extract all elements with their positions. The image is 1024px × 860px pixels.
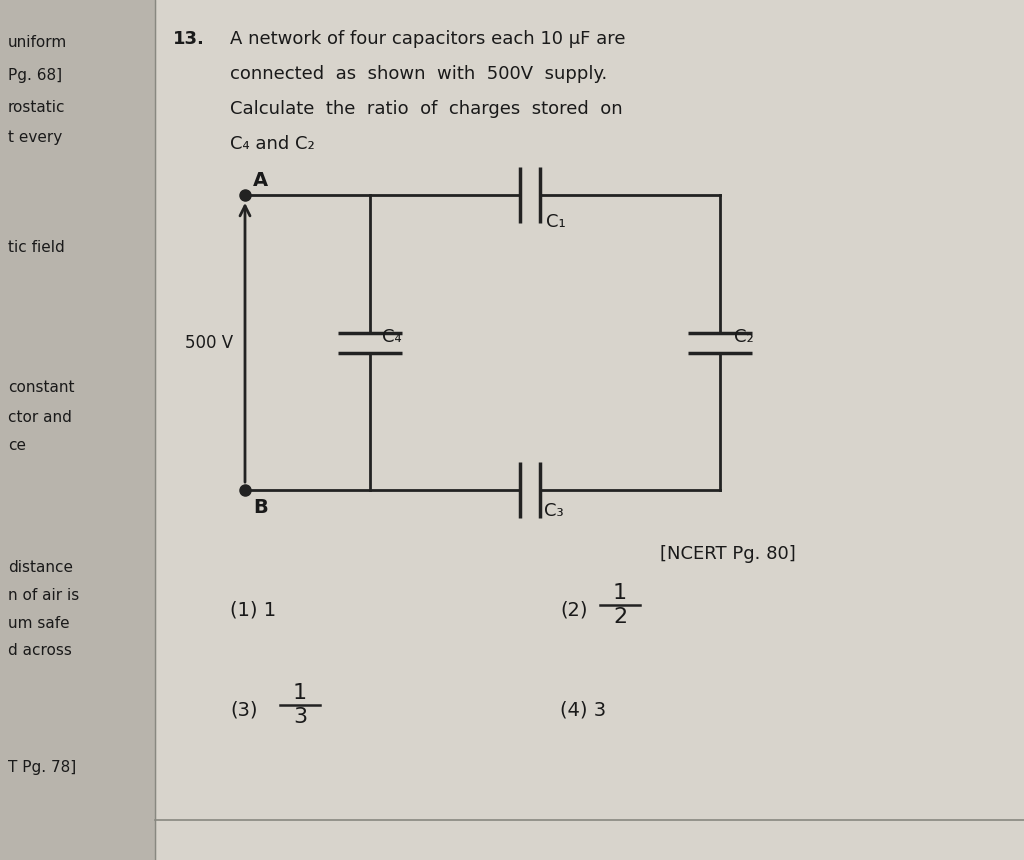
Text: C₃: C₃ bbox=[544, 502, 563, 520]
Text: 13.: 13. bbox=[173, 30, 205, 48]
Text: 500 V: 500 V bbox=[185, 334, 233, 352]
Text: (3): (3) bbox=[230, 700, 257, 719]
Text: t every: t every bbox=[8, 130, 62, 145]
Text: ce: ce bbox=[8, 438, 26, 453]
Text: A: A bbox=[253, 171, 268, 190]
Text: C₄ and C₂: C₄ and C₂ bbox=[230, 135, 314, 153]
Text: rostatic: rostatic bbox=[8, 100, 66, 115]
Text: constant: constant bbox=[8, 380, 75, 395]
Text: 1: 1 bbox=[293, 683, 307, 703]
Text: Pg. 68]: Pg. 68] bbox=[8, 68, 62, 83]
Text: Calculate  the  ratio  of  charges  stored  on: Calculate the ratio of charges stored on bbox=[230, 100, 623, 118]
Text: 1: 1 bbox=[613, 583, 627, 603]
Text: [NCERT Pg. 80]: [NCERT Pg. 80] bbox=[660, 545, 796, 563]
Text: 3: 3 bbox=[293, 707, 307, 727]
Text: connected  as  shown  with  500V  supply.: connected as shown with 500V supply. bbox=[230, 65, 607, 83]
Text: T Pg. 78]: T Pg. 78] bbox=[8, 760, 76, 775]
Text: C₂: C₂ bbox=[734, 329, 754, 347]
Text: B: B bbox=[253, 498, 267, 517]
Text: tic field: tic field bbox=[8, 240, 65, 255]
Text: d across: d across bbox=[8, 643, 72, 658]
Text: (2): (2) bbox=[560, 600, 588, 619]
Text: 2: 2 bbox=[613, 607, 627, 627]
Text: ctor and: ctor and bbox=[8, 410, 72, 425]
Text: (4) 3: (4) 3 bbox=[560, 700, 606, 719]
Text: C₄: C₄ bbox=[382, 329, 401, 347]
Text: distance: distance bbox=[8, 560, 73, 575]
Text: C₁: C₁ bbox=[546, 213, 565, 231]
Text: (1) 1: (1) 1 bbox=[230, 600, 276, 619]
Text: um safe: um safe bbox=[8, 616, 70, 631]
Text: uniform: uniform bbox=[8, 35, 68, 50]
Text: A network of four capacitors each 10 μF are: A network of four capacitors each 10 μF … bbox=[230, 30, 626, 48]
Bar bbox=[0, 0, 155, 860]
Text: n of air is: n of air is bbox=[8, 588, 79, 603]
